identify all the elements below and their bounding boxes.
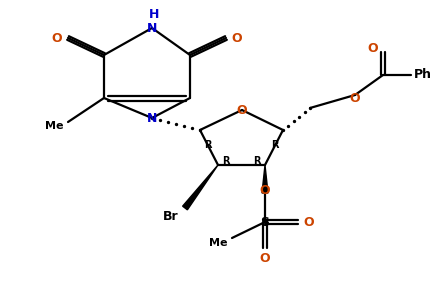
- Text: O: O: [350, 91, 360, 104]
- Text: O: O: [368, 42, 378, 56]
- Text: Br: Br: [163, 210, 179, 222]
- Polygon shape: [262, 165, 268, 193]
- Text: O: O: [260, 252, 270, 266]
- Text: O: O: [237, 103, 247, 117]
- Text: N: N: [147, 22, 157, 34]
- Text: O: O: [232, 33, 242, 45]
- Text: N: N: [147, 112, 157, 124]
- Text: Me: Me: [45, 121, 63, 131]
- Text: Me: Me: [209, 238, 227, 248]
- Polygon shape: [183, 165, 218, 210]
- Text: S: S: [261, 216, 269, 228]
- Text: R: R: [271, 140, 279, 150]
- Text: O: O: [260, 184, 270, 198]
- Text: O: O: [52, 33, 62, 45]
- Text: R: R: [204, 140, 212, 150]
- Text: Ph: Ph: [414, 68, 432, 82]
- Text: H: H: [149, 7, 159, 21]
- Text: R: R: [253, 156, 261, 166]
- Text: R: R: [222, 156, 230, 166]
- Text: O: O: [304, 216, 314, 228]
